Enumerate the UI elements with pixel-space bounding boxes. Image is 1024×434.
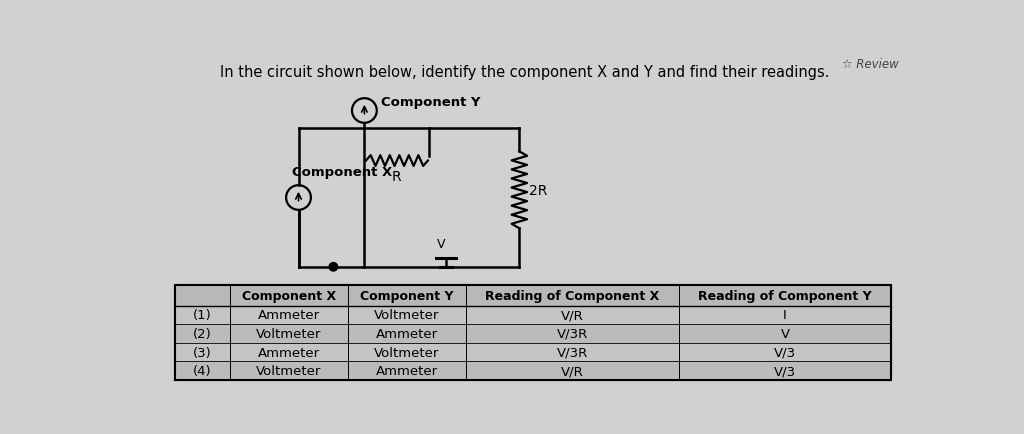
Text: V/3: V/3 [774, 346, 796, 359]
Text: Voltmeter: Voltmeter [256, 327, 322, 340]
Text: Component Y: Component Y [381, 95, 481, 108]
Text: I: I [783, 309, 786, 322]
FancyBboxPatch shape [174, 285, 891, 380]
FancyBboxPatch shape [174, 306, 891, 324]
Text: Reading of Component X: Reading of Component X [485, 289, 659, 302]
Text: Voltmeter: Voltmeter [374, 346, 439, 359]
Text: (4): (4) [193, 364, 211, 377]
Text: V/3R: V/3R [557, 327, 588, 340]
Text: Voltmeter: Voltmeter [256, 364, 322, 377]
Text: V: V [437, 237, 445, 250]
FancyBboxPatch shape [174, 343, 891, 362]
Text: Component X: Component X [242, 289, 336, 302]
Text: V/R: V/R [561, 364, 584, 377]
Text: (3): (3) [193, 346, 211, 359]
Text: Component X: Component X [292, 166, 392, 179]
Text: Ammeter: Ammeter [376, 327, 438, 340]
Text: 2R: 2R [529, 184, 548, 197]
Text: Component Y: Component Y [360, 289, 454, 302]
Text: Ammeter: Ammeter [258, 346, 319, 359]
Text: V/R: V/R [561, 309, 584, 322]
Text: V/3R: V/3R [557, 346, 588, 359]
Text: (2): (2) [193, 327, 211, 340]
Circle shape [329, 263, 338, 271]
Text: Ammeter: Ammeter [258, 309, 319, 322]
FancyBboxPatch shape [174, 285, 891, 306]
Text: Reading of Component Y: Reading of Component Y [698, 289, 871, 302]
Text: Ammeter: Ammeter [376, 364, 438, 377]
Text: ☆ Review: ☆ Review [843, 57, 899, 70]
Text: R: R [392, 170, 401, 184]
Text: Voltmeter: Voltmeter [374, 309, 439, 322]
Text: (1): (1) [193, 309, 211, 322]
Text: In the circuit shown below, identify the component X and Y and find their readin: In the circuit shown below, identify the… [220, 65, 829, 80]
FancyBboxPatch shape [174, 324, 891, 343]
FancyBboxPatch shape [174, 362, 891, 380]
Text: V: V [780, 327, 790, 340]
Text: V/3: V/3 [774, 364, 796, 377]
